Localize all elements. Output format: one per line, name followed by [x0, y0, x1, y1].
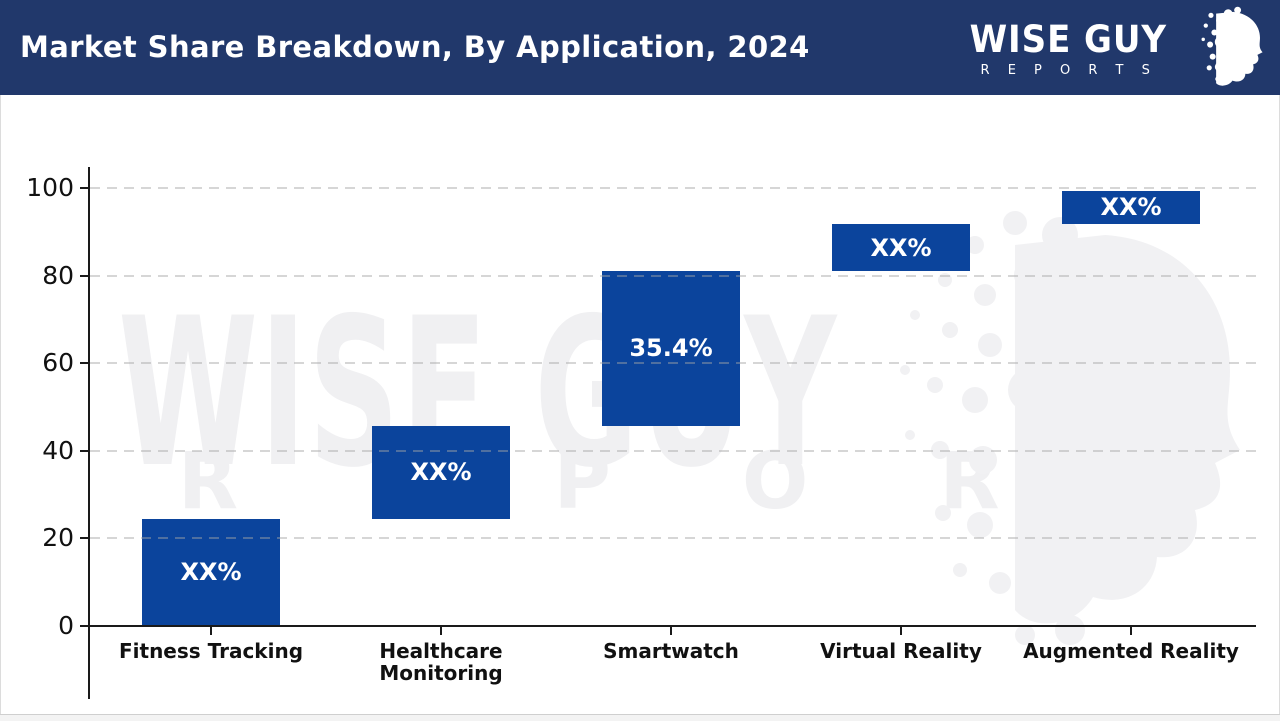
y-tick-mark: [80, 274, 89, 277]
bar-value-label: XX%: [180, 558, 242, 587]
y-tick-label: 0: [58, 611, 74, 640]
bar-value-label: XX%: [410, 458, 472, 487]
x-tick-mark: [670, 627, 672, 635]
x-tick-label-fitness-tracking: Fitness Tracking: [118, 639, 304, 663]
y-tick-mark: [80, 187, 89, 189]
bar-value-label: XX%: [870, 233, 932, 262]
bar-value-label: 35.4%: [629, 334, 713, 363]
x-tick-label-virtual-reality: Virtual Reality: [820, 639, 982, 663]
gridline-y40: [90, 449, 1256, 452]
y-tick-label: 80: [42, 260, 74, 290]
waterfall-bar-healthcare-monitoring: XX%: [372, 425, 510, 519]
brand-logo: WISE GUY R E P O R T S: [961, 0, 1266, 95]
logo-wordmark: WISE GUY R E P O R T S: [961, 18, 1176, 78]
bar-value-label: XX%: [1100, 193, 1162, 222]
y-tick-label: 40: [42, 435, 74, 465]
x-tick-label-augmented-reality: Augmented Reality: [1023, 639, 1239, 663]
logo-wordmark-line1: WISE GUY: [969, 17, 1168, 61]
x-tick-mark: [900, 627, 902, 635]
waterfall-bar-augmented-reality: XX%: [1062, 190, 1200, 225]
y-tick-mark: [80, 537, 89, 540]
y-tick-label: 20: [42, 523, 74, 553]
y-tick-label: 100: [26, 173, 74, 202]
chart-area: WISE GUY R E P O R T S: [0, 95, 1280, 714]
y-tick-mark: [80, 625, 89, 627]
page-title: Market Share Breakdown, By Application, …: [20, 30, 810, 64]
y-tick-label: 60: [42, 348, 74, 378]
x-axis-spine: [88, 625, 1256, 627]
logo-head-icon: [1201, 6, 1263, 86]
gridline-y60: [90, 362, 1256, 365]
y-axis-spine: [88, 167, 90, 699]
y-tick-mark: [80, 449, 89, 452]
x-tick-mark: [440, 627, 442, 635]
header: Market Share Breakdown, By Application, …: [0, 0, 1280, 95]
gridline-y100: [90, 187, 1256, 189]
gridline-y80: [90, 274, 1256, 277]
waterfall-bar-smartwatch: 35.4%: [602, 270, 740, 426]
x-tick-mark: [1130, 627, 1132, 635]
x-tick-label-smartwatch: Smartwatch: [603, 639, 739, 663]
logo-wordmark-line2: R E P O R T S: [980, 62, 1157, 78]
waterfall-bar-fitness-tracking: XX%: [142, 518, 280, 626]
x-tick-mark: [210, 627, 212, 635]
x-tick-label-healthcare-monitoring: Healthcare Monitoring: [379, 639, 503, 685]
gridline-y20: [90, 537, 1256, 540]
bottom-strip: [0, 714, 1280, 721]
watermark-head-icon: [900, 211, 1240, 645]
waterfall-bar-virtual-reality: XX%: [832, 224, 970, 271]
y-tick-mark: [80, 362, 89, 365]
